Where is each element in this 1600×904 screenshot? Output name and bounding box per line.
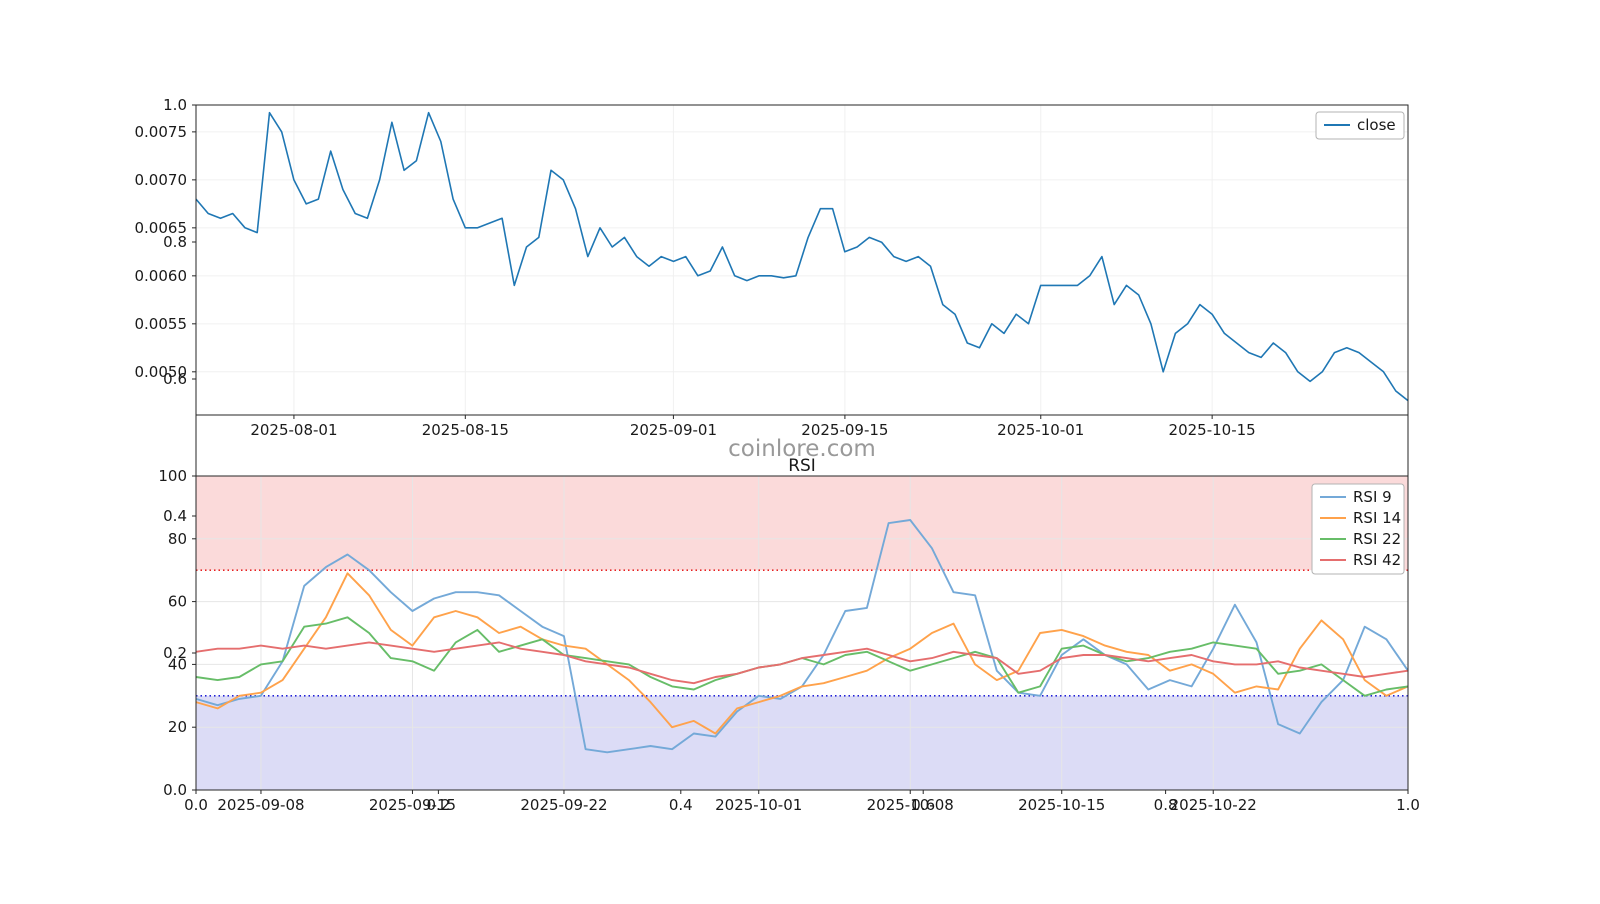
legend-label: RSI 9 xyxy=(1353,488,1392,506)
rsi-xtick-label: 2025-10-01 xyxy=(715,796,802,814)
rsi-panel: 100 80 60 40 20 2025-09-08 2025-09-15 2025-09-2… xyxy=(158,467,1409,814)
price-panel-frame xyxy=(195,104,1409,416)
rsi-ytick-label: 40 xyxy=(168,655,187,673)
rsi-xtick-label: 2025-09-22 xyxy=(520,796,607,814)
legend-label: close xyxy=(1357,116,1396,134)
rsi-xtick-label: 2025-09-15 xyxy=(369,796,456,814)
rsi-line-rsi14 xyxy=(195,572,1409,735)
price-ytick-label: 0.0075 xyxy=(135,123,188,141)
price-xtick-label: 2025-10-15 xyxy=(1169,421,1256,439)
oversold-band xyxy=(196,695,1408,790)
rsi-legend: RSI 9 RSI 14 RSI 22 RSI 42 xyxy=(1311,483,1405,575)
price-legend: close xyxy=(1315,111,1405,140)
rsi-ytick-label: 20 xyxy=(168,718,187,736)
rsi-legend-box xyxy=(1311,483,1405,575)
rsi-xtick-label: 2025-09-08 xyxy=(217,796,304,814)
overlay-ytick-label: 0.4 xyxy=(163,507,187,525)
overlay-ytick-label: 0.6 xyxy=(163,370,187,388)
close-line xyxy=(195,111,1409,402)
overlay-ytick-label: 0.0 xyxy=(163,781,187,799)
overbought-band xyxy=(196,476,1408,571)
overlay-ytick-label: 1.0 xyxy=(163,96,187,114)
legend-label: RSI 14 xyxy=(1353,509,1401,527)
price-legend-box xyxy=(1315,111,1405,140)
legend-label: RSI 42 xyxy=(1353,551,1401,569)
price-ytick-label: 0.0050 xyxy=(135,363,188,381)
price-xtick-label: 2025-08-01 xyxy=(250,421,337,439)
rsi-xtick-label: 2025-10-22 xyxy=(1170,796,1257,814)
price-ytick-label: 0.0070 xyxy=(135,171,188,189)
price-xtick-label: 2025-09-15 xyxy=(801,421,888,439)
overlay-xtick-label: 1.0 xyxy=(1396,796,1420,814)
rsi-xtick-label: 2025-10-15 xyxy=(1018,796,1105,814)
price-xtick-label: 2025-10-01 xyxy=(997,421,1084,439)
legend-label: RSI 22 xyxy=(1353,530,1401,548)
watermark: coinlore.com xyxy=(728,436,876,462)
rsi-ytick-label: 100 xyxy=(158,467,187,485)
overlay-xtick-label: 0.6 xyxy=(911,796,935,814)
rsi-line-rsi42 xyxy=(195,641,1409,685)
price-panel: 0.0075 0.0070 0.0065 0.0060 0.0055 0.0050 2025… xyxy=(135,104,1409,439)
overlay-xtick-label: 0.2 xyxy=(426,796,450,814)
overlay-axis: 1.0 0.8 0.6 0.4 0.2 0.00.0 0.2 0.4 0.6 0.8 1.0 xyxy=(163,96,1420,814)
overlay-xtick-label: 0.4 xyxy=(669,796,693,814)
overlay-ytick-label: 0.8 xyxy=(163,233,187,251)
rsi-xtick-label: 2025-10-08 xyxy=(867,796,954,814)
price-ytick-label: 0.0060 xyxy=(135,267,188,285)
overlay-frame xyxy=(195,104,1409,791)
rsi-title: RSI xyxy=(788,456,816,476)
price-xtick-label: 2025-09-01 xyxy=(630,421,717,439)
rsi-ytick-label: 80 xyxy=(168,530,187,548)
price-xtick-label: 2025-08-15 xyxy=(422,421,509,439)
overlay-xtick-label: 0.0 xyxy=(184,796,208,814)
rsi-ytick-label: 60 xyxy=(168,593,187,611)
overlay-ytick-label: 0.2 xyxy=(163,644,187,662)
price-ytick-label: 0.0065 xyxy=(135,219,188,237)
overlay-xtick-label: 0.8 xyxy=(1154,796,1178,814)
price-ytick-label: 0.0055 xyxy=(135,315,188,333)
